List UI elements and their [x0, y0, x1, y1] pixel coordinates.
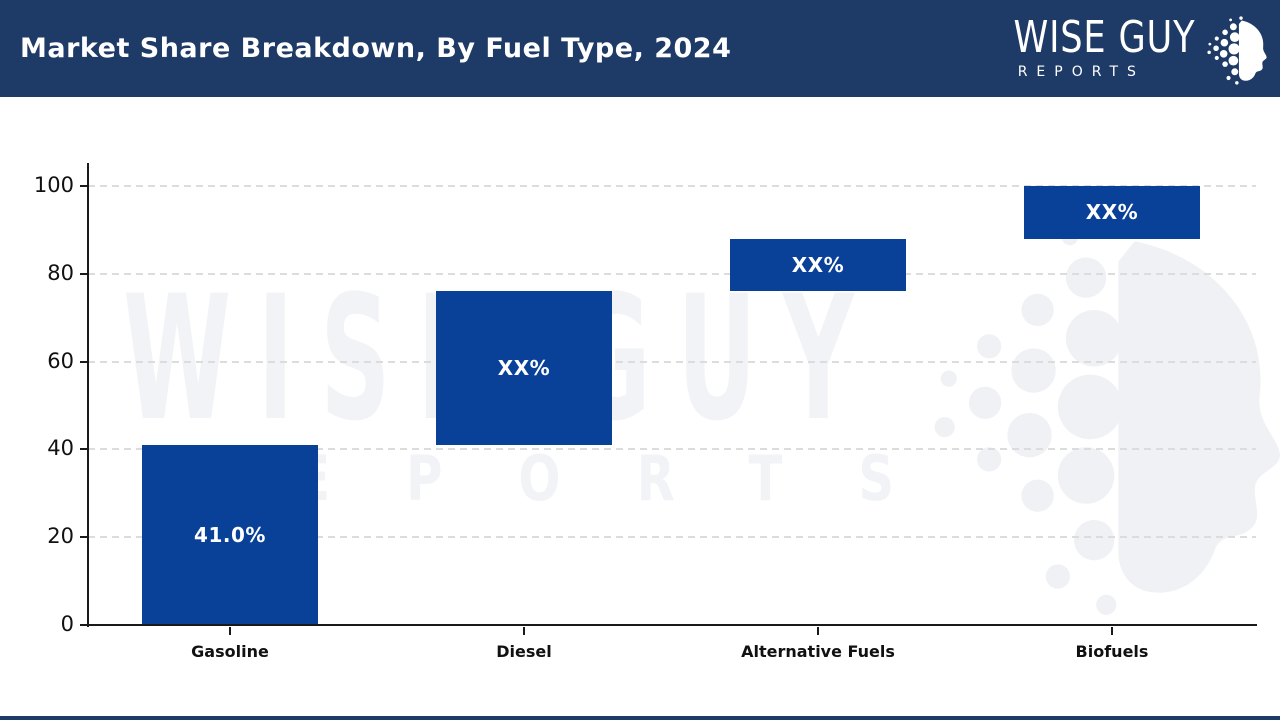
- y-axis-spine: [87, 163, 89, 627]
- bar-value-label-diesel: XX%: [497, 356, 551, 381]
- y-tick-label: 40: [47, 436, 74, 461]
- y-tick-label: 100: [33, 173, 74, 197]
- logo-wordmark: WISE GUY: [1013, 12, 1195, 63]
- y-tick-mark: [80, 185, 88, 187]
- y-tick-mark: [80, 448, 88, 451]
- y-tick-label: 60: [47, 348, 74, 373]
- x-tick-mark: [1111, 627, 1113, 635]
- y-tick-mark: [80, 272, 88, 275]
- gridline-60: [88, 360, 1256, 363]
- logo-head-icon: [1207, 16, 1267, 85]
- wise-guy-reports-logo: WISE GUY REPORTS: [1005, 4, 1270, 94]
- y-tick-label: 20: [47, 524, 74, 549]
- logo-text: WISE GUY REPORTS: [968, 12, 1195, 81]
- bar-diesel: XX%: [436, 291, 612, 445]
- plot-area: 0 20 40 60 80 100 41.0% Gasoline XX% Diesel XX% Alt…: [0, 97, 1280, 716]
- bar-value-label-alternative-fuels: XX%: [791, 253, 845, 277]
- x-tick-mark: [817, 627, 819, 635]
- bar-gasoline: 41.0%: [142, 445, 318, 625]
- logo-subtitle: REPORTS: [1017, 64, 1145, 80]
- x-axis-spine: [87, 624, 1257, 626]
- bar-alternative-fuels: XX%: [730, 238, 906, 292]
- category-label-gasoline: Gasoline: [191, 642, 269, 661]
- gridline-40: [88, 448, 1256, 451]
- y-tick-label: 80: [47, 260, 74, 285]
- gridline-80: [88, 272, 1256, 275]
- bar-value-label-gasoline: 41.0%: [194, 522, 266, 547]
- bar-value-label-biofuels: XX%: [1085, 200, 1139, 225]
- y-tick-mark: [80, 624, 88, 626]
- x-tick-mark: [523, 627, 525, 635]
- y-tick-mark: [80, 536, 88, 539]
- footer-accent-bar: [0, 716, 1280, 720]
- watermark-head-icon: [934, 217, 1280, 615]
- category-label-biofuels: Biofuels: [1075, 642, 1149, 661]
- gridline-20: [88, 536, 1256, 539]
- page-title: Market Share Breakdown, By Fuel Type, 20…: [20, 33, 732, 64]
- gridline-100: [88, 185, 1256, 187]
- header-banner: Market Share Breakdown, By Fuel Type, 20…: [0, 0, 1280, 97]
- bar-biofuels: XX%: [1024, 186, 1200, 239]
- y-tick-label: 0: [60, 612, 74, 636]
- category-label-diesel: Diesel: [496, 642, 552, 661]
- x-tick-mark: [229, 627, 231, 635]
- category-label-alternative-fuels: Alternative Fuels: [741, 642, 895, 661]
- y-tick-mark: [80, 360, 88, 363]
